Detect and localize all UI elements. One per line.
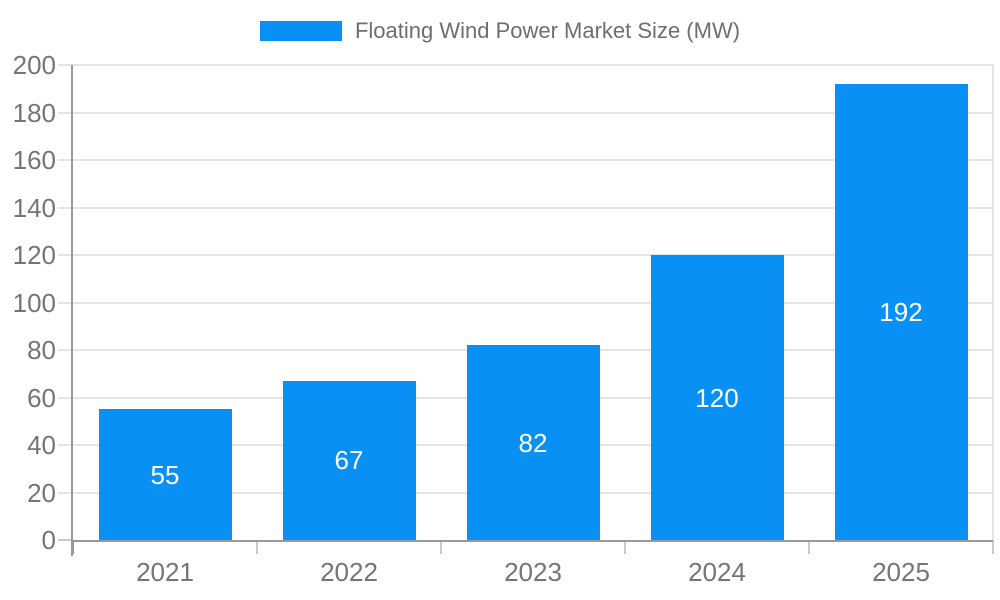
legend: Floating Wind Power Market Size (MW) bbox=[0, 16, 1000, 46]
y-axis-tick-label: 160 bbox=[12, 145, 56, 175]
bar-2024: 120 bbox=[650, 255, 784, 540]
legend-swatch bbox=[259, 21, 342, 41]
y-axis-tick-label: 180 bbox=[12, 97, 56, 128]
x-tick-mark bbox=[256, 540, 258, 554]
x-tick-mark bbox=[992, 540, 994, 554]
x-axis-line bbox=[71, 540, 993, 542]
bar-2021: 55 bbox=[98, 409, 232, 540]
bar-value-label: 55 bbox=[150, 459, 180, 490]
x-axis-category-label: 2025 bbox=[872, 557, 930, 587]
x-axis-category-label: 2022 bbox=[320, 557, 378, 587]
x-tick-mark bbox=[72, 540, 74, 554]
y-gridline bbox=[58, 206, 993, 209]
bar-2025: 192 bbox=[834, 84, 968, 540]
y-axis-line bbox=[71, 65, 73, 556]
y-axis-tick-label: 120 bbox=[12, 240, 56, 270]
x-axis-category-label: 2024 bbox=[688, 557, 746, 587]
x-axis-category-label: 2021 bbox=[136, 557, 194, 587]
y-axis-tick-label: 80 bbox=[27, 335, 56, 365]
bar-2022: 67 bbox=[282, 380, 416, 540]
y-axis-tick-label: 100 bbox=[12, 287, 56, 318]
bar-value-label: 82 bbox=[518, 427, 548, 458]
x-tick-mark bbox=[624, 540, 626, 554]
y-gridline bbox=[58, 301, 993, 304]
bar-value-label: 120 bbox=[695, 382, 739, 413]
legend-label: Floating Wind Power Market Size (MW) bbox=[354, 18, 741, 43]
plot-area: 0 20 40 60 80 100 120 140 160 180 200 55 67 82 120 192 2… bbox=[13, 52, 994, 585]
bar-2023: 82 bbox=[466, 345, 600, 540]
y-axis-tick-label: 20 bbox=[27, 477, 56, 508]
y-tick-mark bbox=[58, 539, 73, 541]
plot-right-border bbox=[992, 65, 994, 540]
y-gridline bbox=[58, 254, 993, 256]
y-axis-tick-label: 140 bbox=[12, 192, 56, 223]
x-axis-category-label: 2023 bbox=[504, 557, 562, 587]
bar-value-label: 67 bbox=[334, 445, 364, 476]
bar-value-label: 192 bbox=[879, 297, 923, 327]
y-axis-tick-label: 0 bbox=[41, 525, 56, 555]
x-tick-mark bbox=[440, 540, 442, 554]
y-gridline bbox=[58, 111, 993, 114]
y-gridline bbox=[58, 64, 993, 66]
y-gridline bbox=[58, 159, 993, 161]
x-tick-mark bbox=[808, 540, 810, 554]
y-axis-tick-label: 60 bbox=[27, 382, 56, 413]
y-axis-tick-label: 200 bbox=[12, 50, 56, 80]
y-axis-tick-label: 40 bbox=[27, 430, 56, 460]
